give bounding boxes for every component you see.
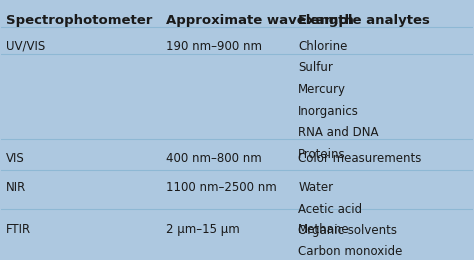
Text: VIS: VIS [6,152,25,165]
Text: Proteins: Proteins [298,148,346,161]
Text: Spectrophotometer: Spectrophotometer [6,14,153,27]
Text: 190 nm–900 nm: 190 nm–900 nm [166,40,262,53]
Text: 400 nm–800 nm: 400 nm–800 nm [166,152,262,165]
Text: Example analytes: Example analytes [298,14,430,27]
Text: Methane: Methane [298,224,350,237]
Text: RNA and DNA: RNA and DNA [298,126,379,139]
Text: Inorganics: Inorganics [298,105,359,118]
Text: NIR: NIR [6,181,27,194]
Text: Sulfur: Sulfur [298,61,333,74]
Text: UV/VIS: UV/VIS [6,40,46,53]
Text: Water: Water [298,181,333,194]
Text: Chlorine: Chlorine [298,40,347,53]
Text: Mercury: Mercury [298,83,346,96]
Text: Approximate wavelength: Approximate wavelength [166,14,354,27]
Text: 1100 nm–2500 nm: 1100 nm–2500 nm [166,181,277,194]
Text: FTIR: FTIR [6,224,31,237]
Text: Color measurements: Color measurements [298,152,422,165]
Text: Carbon monoxide: Carbon monoxide [298,245,402,258]
Text: Acetic acid: Acetic acid [298,203,363,216]
Text: 2 μm–15 μm: 2 μm–15 μm [166,224,240,237]
Text: Organic solvents: Organic solvents [298,224,397,237]
